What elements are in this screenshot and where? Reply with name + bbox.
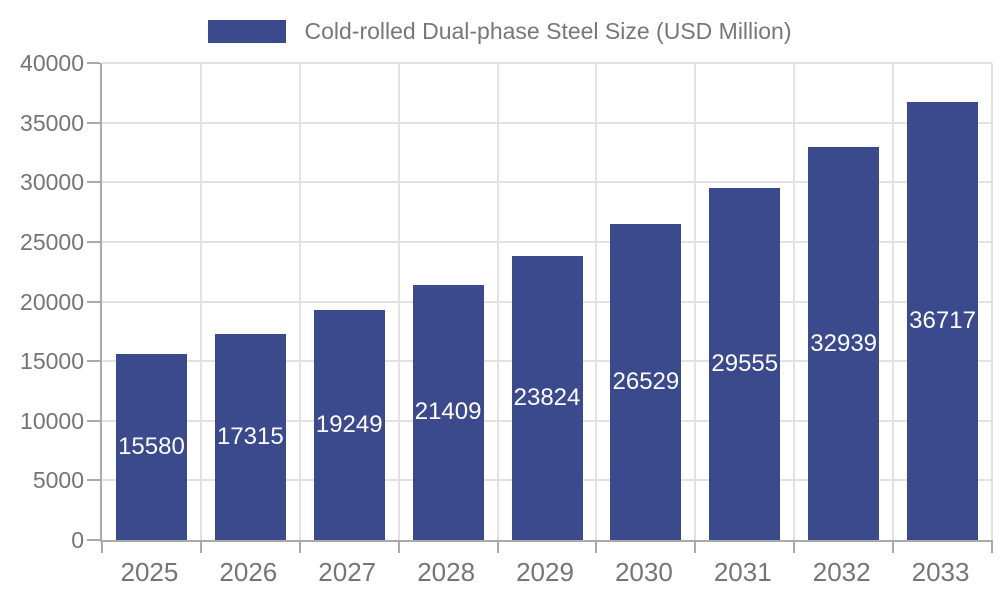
- bar: [115, 354, 187, 540]
- bar-value-label: 26529: [612, 367, 680, 395]
- y-axis-tick: [87, 539, 100, 541]
- bar-value-label: 29555: [711, 349, 779, 377]
- v-gridline: [694, 63, 697, 540]
- y-axis-tick-label: 40000: [20, 50, 84, 76]
- v-gridline: [595, 63, 598, 540]
- h-gridline: [102, 240, 992, 243]
- y-axis-tick: [87, 419, 100, 422]
- legend-label: Cold-rolled Dual-phase Steel Size (USD M…: [304, 18, 792, 44]
- x-axis-tick: [397, 540, 400, 553]
- bar-value-label: 36717: [909, 307, 976, 335]
- y-axis-tick-label: 30000: [20, 169, 84, 196]
- bar: [511, 255, 583, 540]
- x-axis-tick: [793, 540, 796, 553]
- x-axis-tick-label: 2030: [614, 557, 673, 587]
- x-axis-tick-label: 2025: [120, 557, 179, 587]
- bar: [907, 102, 979, 540]
- bar-value-label: 32939: [810, 329, 878, 357]
- y-axis-tick: [87, 62, 100, 64]
- x-axis-tick-label: 2031: [713, 557, 772, 587]
- y-axis-tick: [87, 121, 100, 124]
- bar-value-label: 15580: [118, 433, 185, 461]
- v-gridline: [397, 63, 400, 540]
- x-axis-tick-label: 2029: [516, 557, 574, 587]
- bar: [610, 223, 682, 540]
- bar-value-label: 19249: [315, 411, 383, 439]
- x-axis-tick: [892, 540, 895, 553]
- bar: [313, 310, 385, 540]
- h-gridline: [102, 121, 992, 124]
- x-axis-tick-label: 2032: [812, 557, 871, 587]
- bar-value-label: 23824: [513, 383, 581, 411]
- y-axis-tick-label: 5000: [32, 467, 84, 494]
- bar: [214, 333, 286, 540]
- bar: [808, 147, 880, 540]
- x-axis-tick: [298, 540, 301, 553]
- y-axis-tick-label: 20000: [20, 288, 84, 315]
- x-axis-tick: [199, 540, 202, 553]
- y-axis-tick-label: 25000: [20, 228, 84, 255]
- y-axis-tick: [87, 360, 100, 363]
- y-axis-tick: [87, 240, 100, 243]
- v-gridline: [991, 63, 993, 540]
- y-axis-tick-label: 35000: [20, 109, 84, 136]
- x-axis-tick: [496, 540, 499, 553]
- x-axis-tick-label: 2027: [318, 557, 377, 587]
- x-axis-tick: [595, 540, 598, 553]
- h-gridline: [102, 181, 992, 184]
- h-gridline: [102, 62, 992, 64]
- v-gridline: [298, 63, 301, 540]
- v-gridline: [496, 63, 499, 540]
- x-axis-tick-label: 2026: [219, 557, 278, 587]
- x-axis-tick-label: 2033: [911, 557, 970, 587]
- bar-value-label: 21409: [414, 398, 482, 426]
- x-axis-tick-label: 2028: [417, 557, 476, 587]
- y-axis-tick-label: 15000: [20, 348, 84, 375]
- v-gridline: [892, 63, 895, 540]
- y-axis-tick: [87, 479, 100, 482]
- y-axis-tick: [87, 300, 100, 303]
- legend-swatch: [208, 20, 287, 43]
- x-axis-tick: [101, 540, 103, 553]
- bar: [709, 187, 781, 540]
- v-gridline: [199, 63, 202, 540]
- bar-value-label: 17315: [216, 422, 284, 450]
- chart-legend: Cold-rolled Dual-phase Steel Size (USD M…: [0, 18, 1000, 45]
- y-axis-tick: [87, 181, 100, 184]
- x-axis-tick: [991, 540, 993, 553]
- x-axis-tick: [694, 540, 697, 553]
- v-gridline: [793, 63, 796, 540]
- bar: [412, 284, 484, 540]
- y-axis-tick-label: 0: [71, 527, 84, 553]
- plot-area: 15580 17315 19249 21409 23824 26529 29555 32939…: [87, 62, 993, 553]
- y-axis-tick-label: 10000: [20, 407, 84, 434]
- legend-item[interactable]: Cold-rolled Dual-phase Steel Size (USD M…: [208, 18, 792, 45]
